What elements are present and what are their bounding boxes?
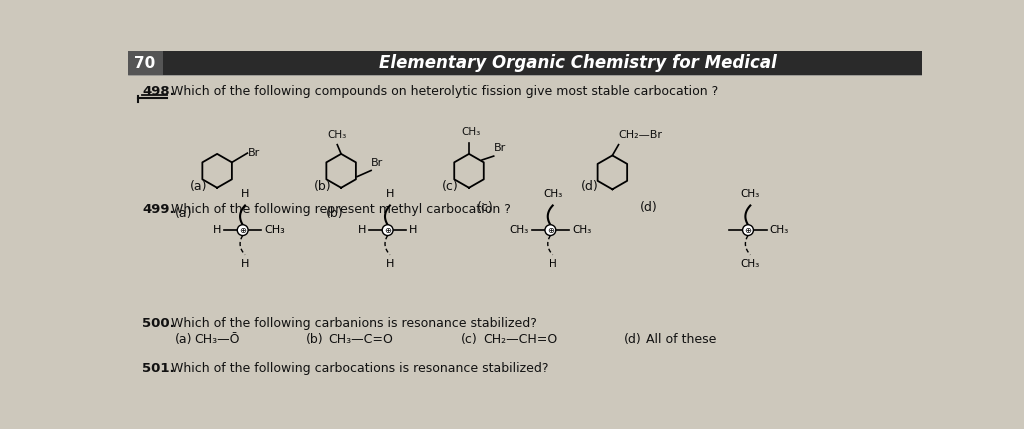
Text: (a): (a) xyxy=(190,180,208,193)
Text: 70: 70 xyxy=(134,55,156,70)
Text: Which of the following compounds on heterolytic fission give most stable carboca: Which of the following compounds on hete… xyxy=(171,85,718,97)
Text: H: H xyxy=(213,225,221,235)
Text: Which of the following carbocations is resonance stabilized?: Which of the following carbocations is r… xyxy=(171,362,548,375)
Text: Br: Br xyxy=(248,148,260,158)
Text: 500.: 500. xyxy=(142,317,175,330)
Text: H: H xyxy=(410,225,418,235)
Text: CH₃: CH₃ xyxy=(572,225,591,235)
Text: CH₃: CH₃ xyxy=(740,189,760,199)
Circle shape xyxy=(238,225,248,236)
FancyBboxPatch shape xyxy=(128,51,163,75)
Text: CH₂—Br: CH₂—Br xyxy=(618,130,663,140)
Text: 498.: 498. xyxy=(142,85,175,97)
Text: Br: Br xyxy=(494,143,506,153)
Text: CH₃: CH₃ xyxy=(509,225,528,235)
Text: ⊕: ⊕ xyxy=(744,226,752,235)
Text: Elementary Organic Chemistry for Medical: Elementary Organic Chemistry for Medical xyxy=(379,54,776,72)
Text: H: H xyxy=(241,260,249,269)
Text: (a): (a) xyxy=(174,207,193,220)
Text: CH₃—Ō: CH₃—Ō xyxy=(194,332,240,345)
Text: CH₃: CH₃ xyxy=(543,189,562,199)
Text: All of these: All of these xyxy=(646,332,716,345)
Text: H: H xyxy=(241,189,249,199)
Text: 499.: 499. xyxy=(142,203,174,216)
Circle shape xyxy=(545,225,556,236)
Text: (c): (c) xyxy=(461,332,478,345)
Circle shape xyxy=(382,225,393,236)
Text: (b): (b) xyxy=(326,207,343,220)
Text: Br: Br xyxy=(371,158,383,168)
Text: (c): (c) xyxy=(442,180,459,193)
Text: ⊕: ⊕ xyxy=(384,226,391,235)
Text: (c): (c) xyxy=(477,201,494,214)
Text: C̄H₂—CH=O: C̄H₂—CH=O xyxy=(483,332,557,345)
Text: H: H xyxy=(386,189,394,199)
Text: (b): (b) xyxy=(306,332,324,345)
Text: CH₃—C̄=O: CH₃—C̄=O xyxy=(328,332,393,345)
Text: H: H xyxy=(386,260,394,269)
Text: Which of the following carbanions is resonance stabilized?: Which of the following carbanions is res… xyxy=(171,317,537,330)
FancyBboxPatch shape xyxy=(128,51,922,75)
Text: H: H xyxy=(357,225,366,235)
Text: (d): (d) xyxy=(582,180,599,193)
Text: (a): (a) xyxy=(174,332,193,345)
Text: CH₃: CH₃ xyxy=(770,225,788,235)
Text: Which of the following represent methyl carbocation ?: Which of the following represent methyl … xyxy=(171,203,511,216)
Text: (d): (d) xyxy=(624,332,642,345)
Text: CH₃: CH₃ xyxy=(264,225,285,235)
Text: ⊕: ⊕ xyxy=(547,226,554,235)
Text: H: H xyxy=(549,260,557,269)
Text: (b): (b) xyxy=(314,180,332,193)
Text: CH₃: CH₃ xyxy=(461,127,480,137)
Text: ⊕: ⊕ xyxy=(240,226,246,235)
Text: CH₃: CH₃ xyxy=(328,130,346,140)
Text: (d): (d) xyxy=(640,201,657,214)
Circle shape xyxy=(742,225,754,236)
Text: CH₃: CH₃ xyxy=(740,260,760,269)
Text: 501.: 501. xyxy=(142,362,174,375)
